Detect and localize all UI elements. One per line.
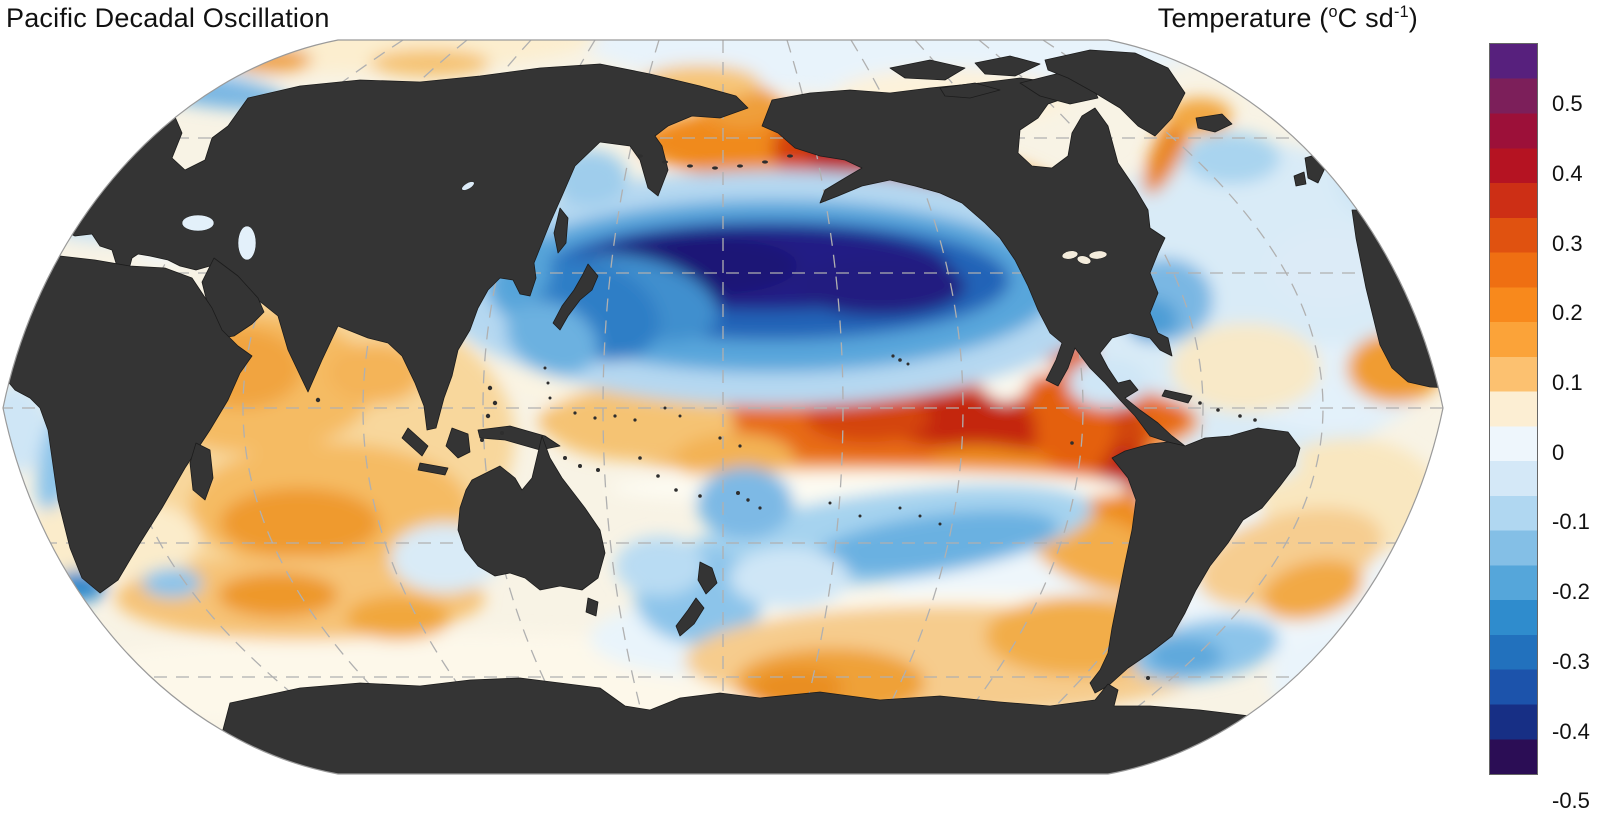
sakhalin [553,207,569,254]
colorbar-tick: 0.4 [1552,161,1583,186]
north-america [761,77,1186,447]
australia [457,435,606,591]
tasmania [585,597,599,617]
scandinavia-right-edge [1334,89,1413,189]
exponent: -1 [1394,3,1409,21]
colorbar-title-unit: C sd [1337,3,1394,33]
eurasia [61,63,749,431]
colorbar-tick: 0.1 [1552,370,1583,395]
colorbar-title-prefix: Temperature ( [1157,3,1329,33]
degree-symbol: o [1328,3,1338,21]
world-map [0,38,1450,779]
colorbar-tick: -0.5 [1552,788,1590,813]
new-zealand-north [697,561,718,595]
south-america [1089,427,1301,694]
island-specks [315,154,1257,680]
colorbar-tick: 0.5 [1552,91,1583,116]
java [417,462,449,476]
canadian-arctic-islands [889,55,1099,105]
borneo [445,427,471,459]
colorbar-tick: 0.3 [1552,231,1583,256]
ireland [1293,171,1307,187]
colorbar-tick: 0.2 [1552,300,1583,325]
madagascar [189,442,214,501]
colorbar-title: Temperature (oC sd-1) [1158,3,1418,34]
colorbar-tick: -0.4 [1552,719,1590,744]
new-guinea [477,425,561,451]
lakes [181,181,1108,265]
colorbar-gradient [1489,43,1538,775]
figure-title: Pacific Decadal Oscillation [6,3,330,33]
colorbar-tick: -0.3 [1552,649,1590,674]
africa [4,255,253,594]
colorbar-tick: -0.2 [1552,579,1590,604]
greenland [1044,49,1186,137]
sumatra [401,427,429,457]
colorbar-tick: 0 [1552,440,1565,465]
robinson-map-svg [2,39,1444,775]
arabian-peninsula [201,257,265,339]
colorbar-title-suffix: ) [1408,3,1418,33]
projection-outline [2,39,1444,775]
iberia-right-edge [1397,247,1439,275]
colorbar-tick: -0.1 [1552,509,1590,534]
new-zealand-south [675,597,705,637]
cuba [1161,389,1193,404]
iceland [1195,113,1233,133]
japan [552,263,599,331]
